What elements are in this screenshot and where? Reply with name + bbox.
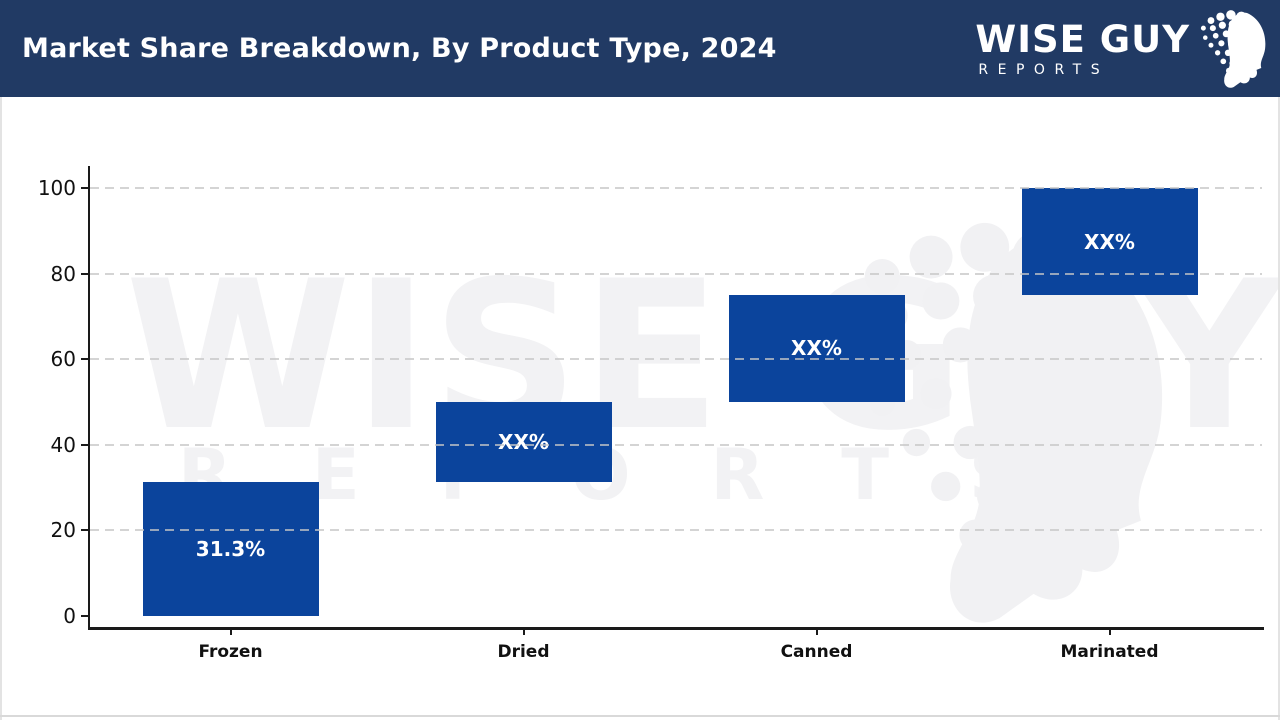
bar-frozen: 31.3% (142, 482, 319, 616)
chart-title: Market Share Breakdown, By Product Type,… (22, 33, 777, 64)
y-axis-spine (88, 166, 90, 629)
bar-value-label-marinated: XX% (1084, 229, 1135, 254)
bar-value-label-dried: XX% (498, 429, 549, 454)
page-border-left (0, 97, 2, 720)
y-tick-80 (81, 272, 89, 275)
gridline-100 (90, 187, 1262, 189)
brand-name: WISE GUY (975, 17, 1190, 61)
y-tick-label-100: 100 (37, 176, 76, 200)
y-tick-label-20: 20 (50, 518, 76, 543)
gridline-20 (90, 529, 1262, 532)
brand-face-icon (1200, 9, 1266, 88)
bar-marinated: XX% (1021, 188, 1198, 295)
x-category-label-frozen: Frozen (198, 642, 263, 662)
bar-value-label-frozen: 31.3% (195, 537, 266, 561)
x-axis-spine (88, 627, 1264, 630)
x-tick-canned (815, 627, 818, 635)
y-tick-100 (81, 187, 89, 189)
x-category-label-canned: Canned (780, 642, 853, 662)
bar-dried: XX% (435, 401, 612, 483)
x-category-label-dried: Dried (497, 642, 550, 662)
y-tick-label-0: 0 (63, 604, 76, 628)
brand-logo-text: WISE GUY REPORTS (975, 21, 1190, 77)
x-category-label-marinated: Marinated (1060, 642, 1159, 662)
x-tick-marinated (1108, 627, 1111, 635)
y-tick-60 (81, 358, 89, 361)
page-border-right (1278, 97, 1280, 720)
y-tick-label-40: 40 (50, 432, 76, 457)
y-tick-0 (81, 615, 89, 617)
header-bar: Market Share Breakdown, By Product Type,… (0, 0, 1280, 97)
brand-subname: REPORTS (978, 61, 1110, 78)
x-tick-frozen (229, 627, 232, 635)
page-border-bottom (0, 715, 1280, 717)
y-tick-label-60: 60 (50, 347, 76, 372)
gridline-60 (90, 358, 1262, 361)
gridline-40 (90, 443, 1262, 446)
bar-value-label-canned: XX% (791, 336, 842, 361)
bar-canned: XX% (728, 295, 905, 402)
y-tick-20 (81, 529, 89, 532)
gridline-80 (90, 272, 1262, 275)
y-tick-label-80: 80 (50, 261, 76, 286)
brand-logo: WISE GUY REPORTS (975, 9, 1280, 89)
y-tick-40 (81, 443, 89, 446)
x-tick-dried (522, 627, 525, 635)
